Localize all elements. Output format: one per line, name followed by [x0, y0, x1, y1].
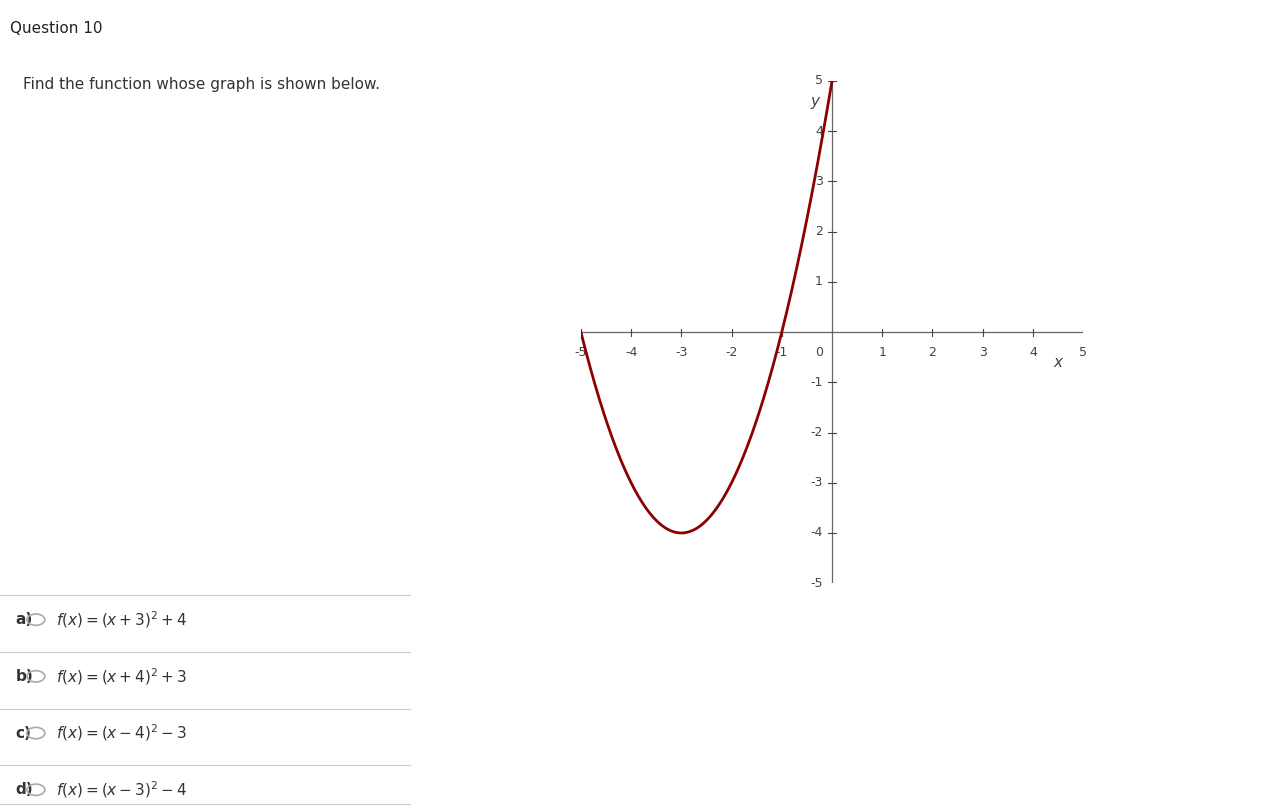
Text: b): b) [15, 669, 33, 684]
Text: y: y [810, 94, 819, 109]
Text: 1: 1 [878, 346, 886, 359]
Text: -4: -4 [810, 526, 823, 539]
Text: -3: -3 [810, 476, 823, 489]
Text: -4: -4 [625, 346, 637, 359]
Text: 2: 2 [928, 346, 937, 359]
Text: d): d) [15, 782, 33, 797]
Text: x: x [1053, 355, 1062, 369]
Text: c): c) [15, 726, 31, 740]
Text: -1: -1 [776, 346, 788, 359]
Text: $f(x) = (x - 3)^2 - 4$: $f(x) = (x - 3)^2 - 4$ [56, 779, 188, 800]
Text: a): a) [15, 612, 32, 627]
Text: Question 10: Question 10 [10, 21, 102, 36]
Text: 1: 1 [815, 275, 823, 288]
Text: -5: -5 [810, 577, 823, 590]
Text: 5: 5 [1079, 346, 1087, 359]
Text: 4: 4 [815, 125, 823, 138]
Text: -5: -5 [575, 346, 588, 359]
Text: -2: -2 [810, 426, 823, 439]
Text: $f(x) = (x - 4)^2 - 3$: $f(x) = (x - 4)^2 - 3$ [56, 723, 187, 744]
Text: -3: -3 [675, 346, 687, 359]
Text: 2: 2 [815, 225, 823, 238]
Text: -1: -1 [810, 376, 823, 389]
Text: $f(x) = (x + 4)^2 + 3$: $f(x) = (x + 4)^2 + 3$ [56, 666, 187, 687]
Text: 0: 0 [815, 346, 823, 359]
Text: $f(x) = (x + 3)^2 + 4$: $f(x) = (x + 3)^2 + 4$ [56, 609, 188, 630]
Text: 3: 3 [979, 346, 987, 359]
Text: 4: 4 [1029, 346, 1037, 359]
Text: Find the function whose graph is shown below.: Find the function whose graph is shown b… [23, 77, 380, 92]
Text: -2: -2 [726, 346, 737, 359]
Text: 5: 5 [815, 75, 823, 87]
Text: 3: 3 [815, 175, 823, 188]
